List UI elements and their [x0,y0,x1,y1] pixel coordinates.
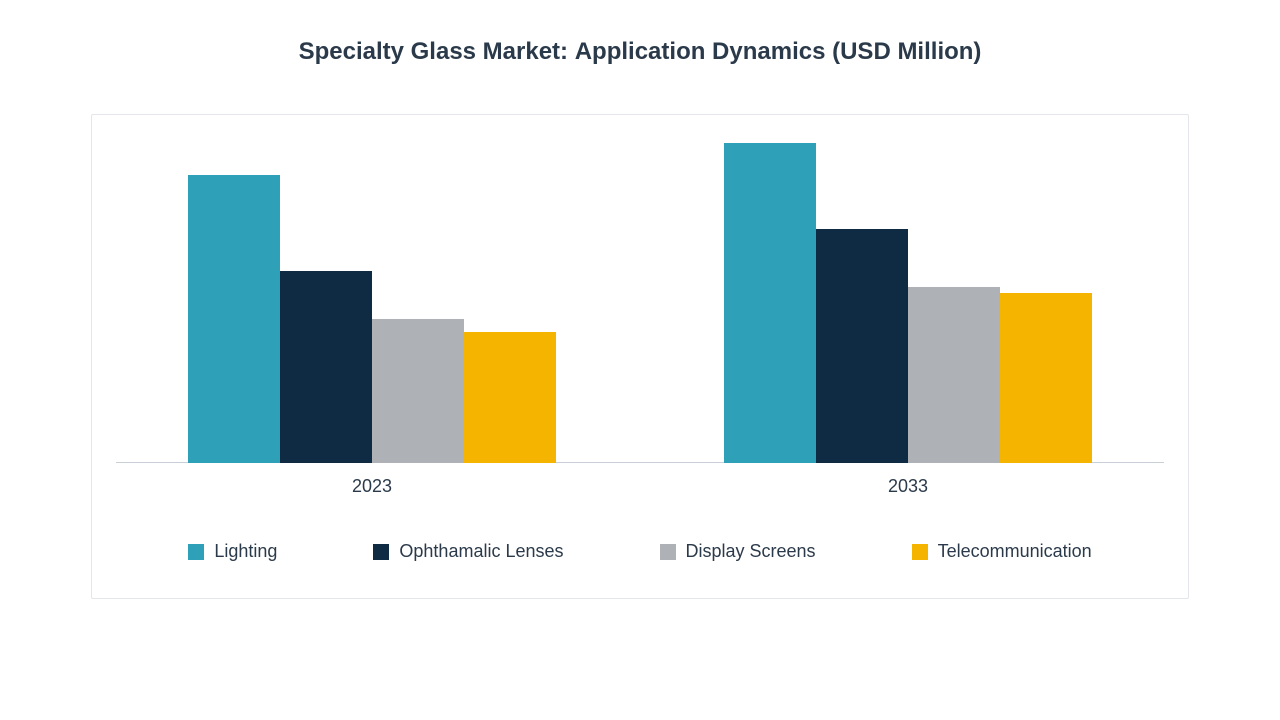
legend-item-lighting: Lighting [188,541,277,562]
title-prefix: Specialty Glass Market: [299,38,575,65]
page-root: Specialty Glass Market: Application Dyna… [0,0,1280,720]
legend-swatch-telecommunication [912,544,928,560]
group-2023 [188,143,556,463]
legend-label-ophthamalic-lenses: Ophthamalic Lenses [399,541,563,562]
bar-2023-ophthamalic-lenses [280,271,372,463]
legend-label-display-screens: Display Screens [686,541,816,562]
chart-card: 2023 2033 Lighting Ophthamalic Lenses Di… [91,114,1189,599]
bar-2033-display-screens [908,287,1000,463]
bar-2023-display-screens [372,319,464,463]
bar-2033-lighting [724,143,816,463]
bar-2023-lighting [188,175,280,463]
legend-swatch-lighting [188,544,204,560]
x-label-2023: 2023 [188,476,556,497]
bar-2033-telecommunication [1000,293,1092,463]
legend-swatch-display-screens [660,544,676,560]
legend-label-lighting: Lighting [214,541,277,562]
bar-2023-telecommunication [464,332,556,463]
legend-item-display-screens: Display Screens [660,541,816,562]
bar-2033-ophthamalic-lenses [816,229,908,463]
bar-groups [116,143,1164,463]
x-axis-labels: 2023 2033 [116,476,1164,497]
plot-area: 2023 2033 [116,143,1164,493]
legend-swatch-ophthamalic-lenses [373,544,389,560]
title-bold: Application Dynamics (USD Million) [575,38,982,65]
x-label-2033: 2033 [724,476,1092,497]
legend-item-telecommunication: Telecommunication [912,541,1092,562]
legend-label-telecommunication: Telecommunication [938,541,1092,562]
chart-title: Specialty Glass Market: Application Dyna… [299,38,982,66]
legend: Lighting Ophthamalic Lenses Display Scre… [116,541,1164,562]
legend-item-ophthamalic-lenses: Ophthamalic Lenses [373,541,563,562]
group-2033 [724,143,1092,463]
